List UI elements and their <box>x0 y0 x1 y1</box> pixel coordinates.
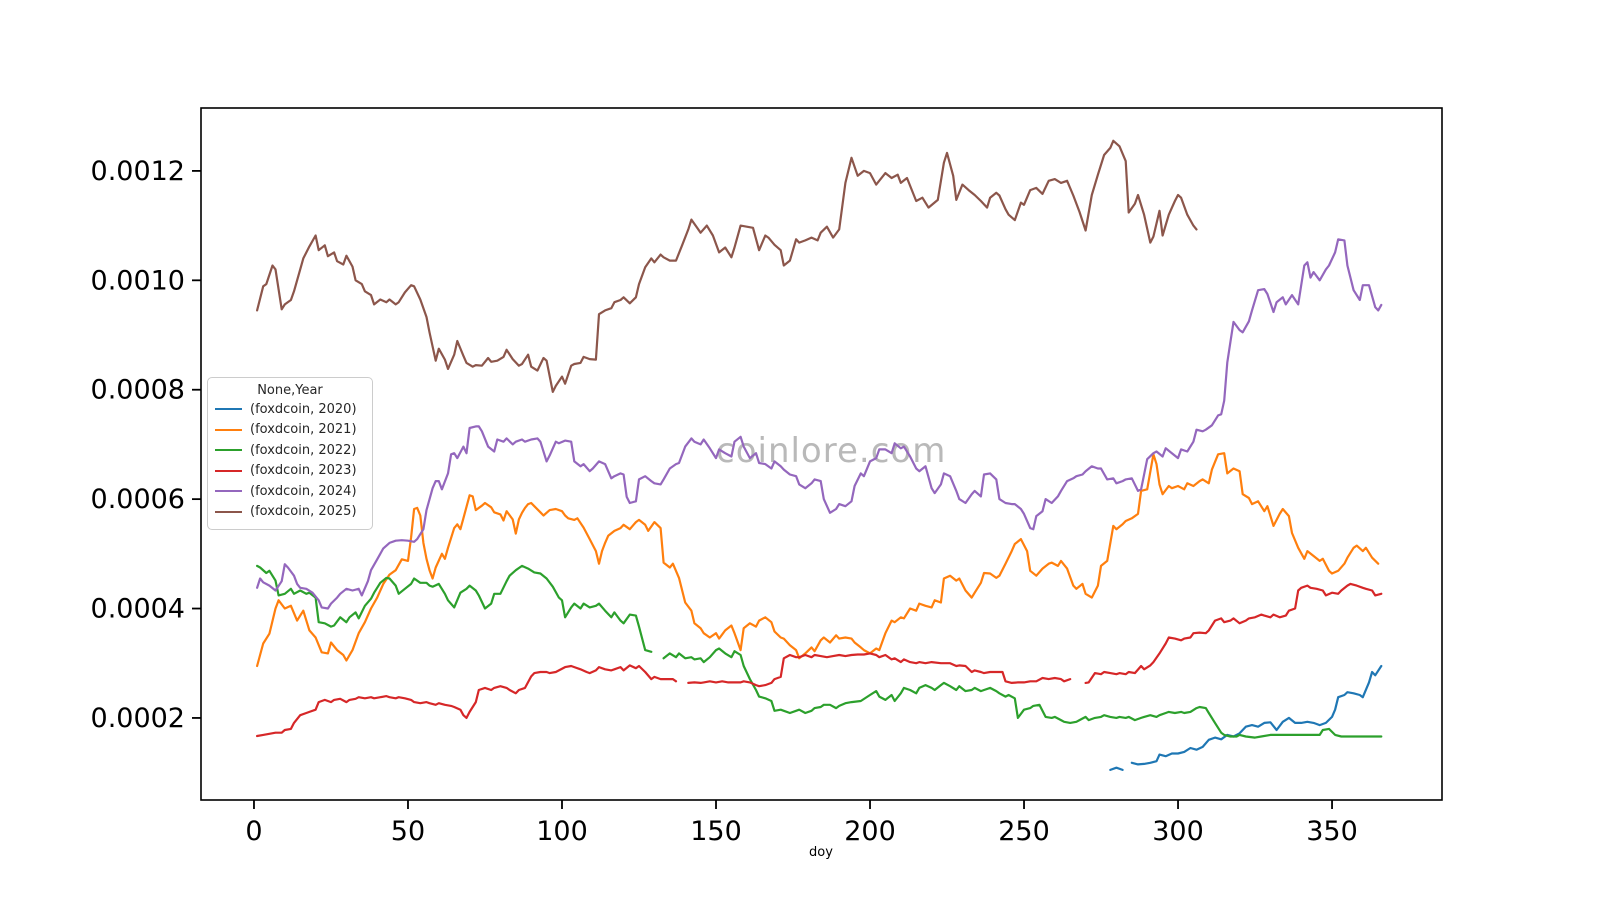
legend-line-swatch <box>215 490 242 493</box>
x-tick-label: 200 <box>844 816 896 847</box>
legend-title: None,Year <box>257 383 323 398</box>
legend-line-swatch <box>215 449 242 452</box>
y-tick-label: 0.0008 <box>91 375 185 406</box>
y-tick-label: 0.0010 <box>91 265 185 296</box>
x-tick-label: 250 <box>998 816 1050 847</box>
legend-item-label: (foxdcoin, 2024) <box>250 483 357 499</box>
legend-line-swatch <box>215 510 242 513</box>
series-line-foxdcoin-2020 <box>1109 766 1124 772</box>
series-line-foxdcoin-2023 <box>1084 582 1383 685</box>
legend-item: (foxdcoin, 2021) <box>208 420 372 441</box>
legend-item: (foxdcoin, 2025) <box>208 502 372 523</box>
series-line-foxdcoin-2022 <box>256 564 653 653</box>
y-tick-label: 0.0012 <box>91 156 185 187</box>
legend-line-swatch <box>215 408 242 411</box>
legend-line-swatch <box>215 428 242 431</box>
x-tick-label: 100 <box>536 816 588 847</box>
series-line-foxdcoin-2025 <box>256 139 1198 393</box>
x-tick-label: 50 <box>391 816 425 847</box>
y-tick-label: 0.0004 <box>91 594 185 625</box>
legend-line-swatch <box>215 469 242 472</box>
x-axis-label: doy <box>809 845 833 860</box>
series-line-foxdcoin-2023 <box>256 664 678 738</box>
x-tick-label: 150 <box>690 816 742 847</box>
x-tick-label: 350 <box>1306 816 1358 847</box>
legend-item-label: (foxdcoin, 2020) <box>250 401 357 417</box>
x-tick-label: 300 <box>1152 816 1204 847</box>
y-tick-label: 0.0006 <box>91 484 185 515</box>
legend-item-label: (foxdcoin, 2025) <box>250 504 357 520</box>
x-tick-label: 0 <box>245 816 262 847</box>
series-line-foxdcoin-2022 <box>662 647 1383 739</box>
legend-item: (foxdcoin, 2022) <box>208 440 372 461</box>
series-line-foxdcoin-2020 <box>1130 664 1383 766</box>
legend-item: (foxdcoin, 2024) <box>208 481 372 502</box>
legend: None,Year (foxdcoin, 2020) (foxdcoin, 202… <box>207 377 373 530</box>
legend-items: (foxdcoin, 2020) (foxdcoin, 2021) (foxdcoi… <box>208 399 372 522</box>
legend-item: (foxdcoin, 2023) <box>208 461 372 482</box>
legend-item-label: (foxdcoin, 2022) <box>250 442 357 458</box>
series-line-foxdcoin-2024 <box>256 238 1383 610</box>
plot-border <box>200 107 1443 801</box>
legend-item: (foxdcoin, 2020) <box>208 399 372 420</box>
legend-item-label: (foxdcoin, 2023) <box>250 463 357 479</box>
series-line-foxdcoin-2023 <box>687 652 1072 688</box>
legend-item-label: (foxdcoin, 2021) <box>250 422 357 438</box>
y-tick-label: 0.0002 <box>91 703 185 734</box>
series-line-foxdcoin-2021 <box>256 452 1380 668</box>
